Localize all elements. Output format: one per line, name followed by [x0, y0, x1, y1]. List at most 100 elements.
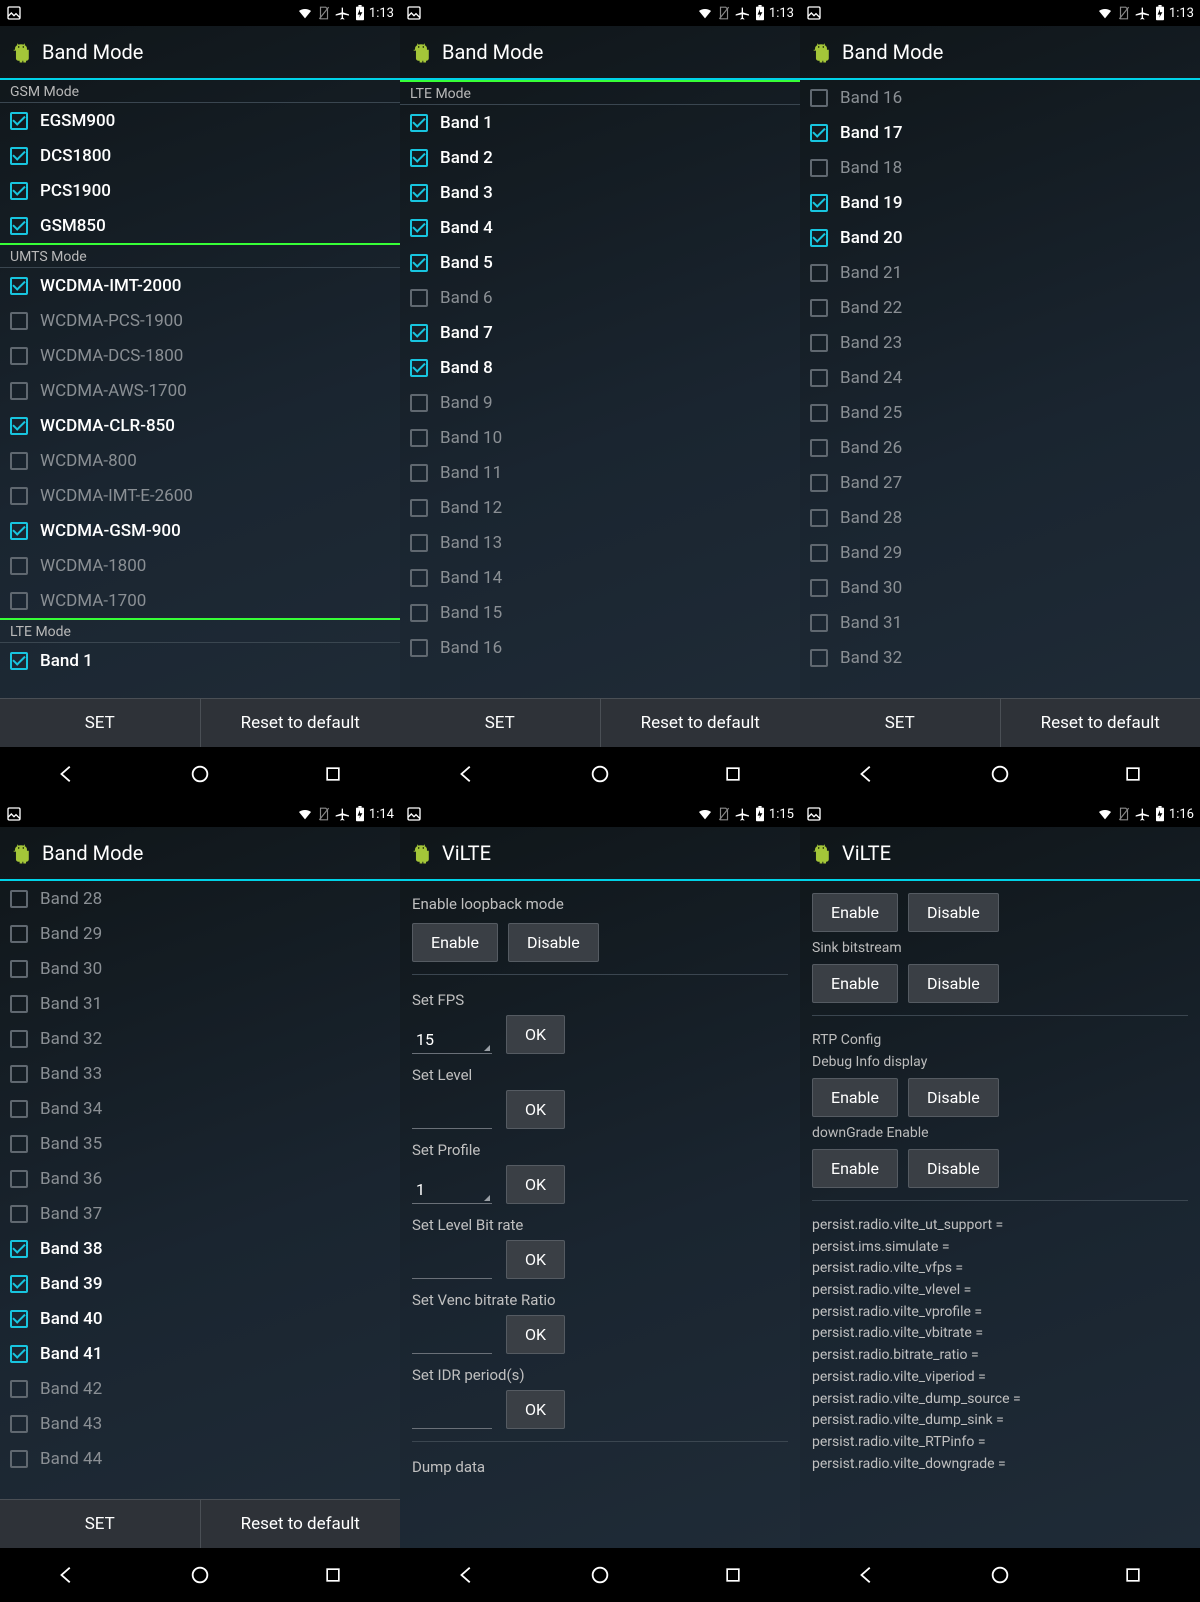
checkbox[interactable] [810, 474, 828, 492]
disable-button[interactable]: Disable [908, 1078, 999, 1117]
band-row[interactable]: WCDMA-DCS-1800 [0, 338, 400, 373]
band-row[interactable]: Band 20 [800, 220, 1200, 255]
ok-button[interactable]: OK [506, 1315, 565, 1354]
band-row[interactable]: Band 18 [800, 150, 1200, 185]
reset-button[interactable]: Reset to default [600, 699, 801, 747]
nav-back[interactable] [54, 761, 80, 787]
checkbox[interactable] [10, 1380, 28, 1398]
checkbox[interactable] [810, 544, 828, 562]
checkbox[interactable] [810, 369, 828, 387]
band-row[interactable]: Band 43 [0, 1406, 400, 1441]
band-row[interactable]: Band 37 [0, 1196, 400, 1231]
band-row[interactable]: Band 36 [0, 1161, 400, 1196]
band-list[interactable]: LTE Mode Band 1 Band 2 Band 3 Band 4 Ban… [400, 80, 800, 698]
nav-back[interactable] [454, 1562, 480, 1588]
checkbox[interactable] [10, 925, 28, 943]
checkbox[interactable] [410, 429, 428, 447]
band-list[interactable]: GSM Mode EGSM900 DCS1800 PCS1900 GSM850 … [0, 80, 400, 698]
reset-button[interactable]: Reset to default [200, 1500, 401, 1548]
nav-home[interactable] [187, 761, 213, 787]
nav-home[interactable] [987, 761, 1013, 787]
disable-button[interactable]: Disable [908, 893, 999, 932]
band-row[interactable]: Band 7 [400, 315, 800, 350]
band-row[interactable]: Band 1 [0, 643, 400, 678]
checkbox[interactable] [10, 417, 28, 435]
band-row[interactable]: Band 1 [400, 105, 800, 140]
checkbox[interactable] [10, 1450, 28, 1468]
checkbox[interactable] [10, 487, 28, 505]
checkbox[interactable] [410, 219, 428, 237]
band-row[interactable]: WCDMA-IMT-E-2600 [0, 478, 400, 513]
band-row[interactable]: Band 33 [0, 1056, 400, 1091]
checkbox[interactable] [10, 312, 28, 330]
band-row[interactable]: Band 40 [0, 1301, 400, 1336]
checkbox[interactable] [10, 112, 28, 130]
checkbox[interactable] [810, 264, 828, 282]
nav-recent[interactable] [720, 761, 746, 787]
reset-button[interactable]: Reset to default [200, 699, 401, 747]
ok-button[interactable]: OK [506, 1165, 565, 1204]
checkbox[interactable] [10, 1345, 28, 1363]
enable-button[interactable]: Enable [812, 1078, 898, 1117]
checkbox[interactable] [410, 534, 428, 552]
band-row[interactable]: Band 42 [0, 1371, 400, 1406]
band-row[interactable]: Band 30 [800, 570, 1200, 605]
checkbox[interactable] [810, 614, 828, 632]
checkbox[interactable] [410, 254, 428, 272]
checkbox[interactable] [410, 604, 428, 622]
checkbox[interactable] [410, 359, 428, 377]
band-row[interactable]: Band 30 [0, 951, 400, 986]
disable-button[interactable]: Disable [908, 1149, 999, 1188]
band-row[interactable]: Band 44 [0, 1441, 400, 1476]
enable-button[interactable]: Enable [412, 923, 498, 962]
band-row[interactable]: WCDMA-800 [0, 443, 400, 478]
nav-recent[interactable] [1120, 761, 1146, 787]
checkbox[interactable] [10, 382, 28, 400]
vilte-form[interactable]: Enable loopback mode Enable Disable Set … [400, 881, 800, 1548]
band-row[interactable]: Band 29 [800, 535, 1200, 570]
checkbox[interactable] [810, 334, 828, 352]
checkbox[interactable] [10, 557, 28, 575]
checkbox[interactable] [810, 649, 828, 667]
band-row[interactable]: Band 4 [400, 210, 800, 245]
ok-button[interactable]: OK [506, 1390, 565, 1429]
checkbox[interactable] [10, 1100, 28, 1118]
band-row[interactable]: EGSM900 [0, 103, 400, 138]
nav-back[interactable] [854, 761, 880, 787]
checkbox[interactable] [10, 1030, 28, 1048]
checkbox[interactable] [10, 1310, 28, 1328]
band-row[interactable]: Band 5 [400, 245, 800, 280]
checkbox[interactable] [810, 299, 828, 317]
band-list[interactable]: Band 28 Band 29 Band 30 Band 31 Band 32 … [0, 881, 400, 1499]
band-row[interactable]: Band 23 [800, 325, 1200, 360]
checkbox[interactable] [410, 639, 428, 657]
checkbox[interactable] [10, 1065, 28, 1083]
nav-recent[interactable] [320, 761, 346, 787]
set-button[interactable]: SET [0, 699, 200, 747]
checkbox[interactable] [810, 509, 828, 527]
band-row[interactable]: WCDMA-1700 [0, 583, 400, 618]
band-row[interactable]: PCS1900 [0, 173, 400, 208]
band-row[interactable]: WCDMA-IMT-2000 [0, 268, 400, 303]
checkbox[interactable] [810, 159, 828, 177]
band-row[interactable]: Band 14 [400, 560, 800, 595]
checkbox[interactable] [10, 1240, 28, 1258]
band-list[interactable]: Band 16 Band 17 Band 18 Band 19 Band 20 … [800, 80, 1200, 698]
vilte-form[interactable]: Enable Disable Sink bitstream Enable Dis… [800, 881, 1200, 1548]
band-row[interactable]: Band 28 [800, 500, 1200, 535]
disable-button[interactable]: Disable [908, 964, 999, 1003]
band-row[interactable]: Band 16 [800, 80, 1200, 115]
ok-button[interactable]: OK [506, 1240, 565, 1279]
checkbox[interactable] [410, 114, 428, 132]
nav-back[interactable] [854, 1562, 880, 1588]
checkbox[interactable] [10, 347, 28, 365]
checkbox[interactable] [10, 1415, 28, 1433]
band-row[interactable]: Band 31 [0, 986, 400, 1021]
profile-spinner[interactable]: 1 [412, 1174, 492, 1204]
band-row[interactable]: Band 24 [800, 360, 1200, 395]
checkbox[interactable] [10, 890, 28, 908]
set-button[interactable]: SET [800, 699, 1000, 747]
band-row[interactable]: Band 38 [0, 1231, 400, 1266]
nav-back[interactable] [54, 1562, 80, 1588]
checkbox[interactable] [810, 194, 828, 212]
